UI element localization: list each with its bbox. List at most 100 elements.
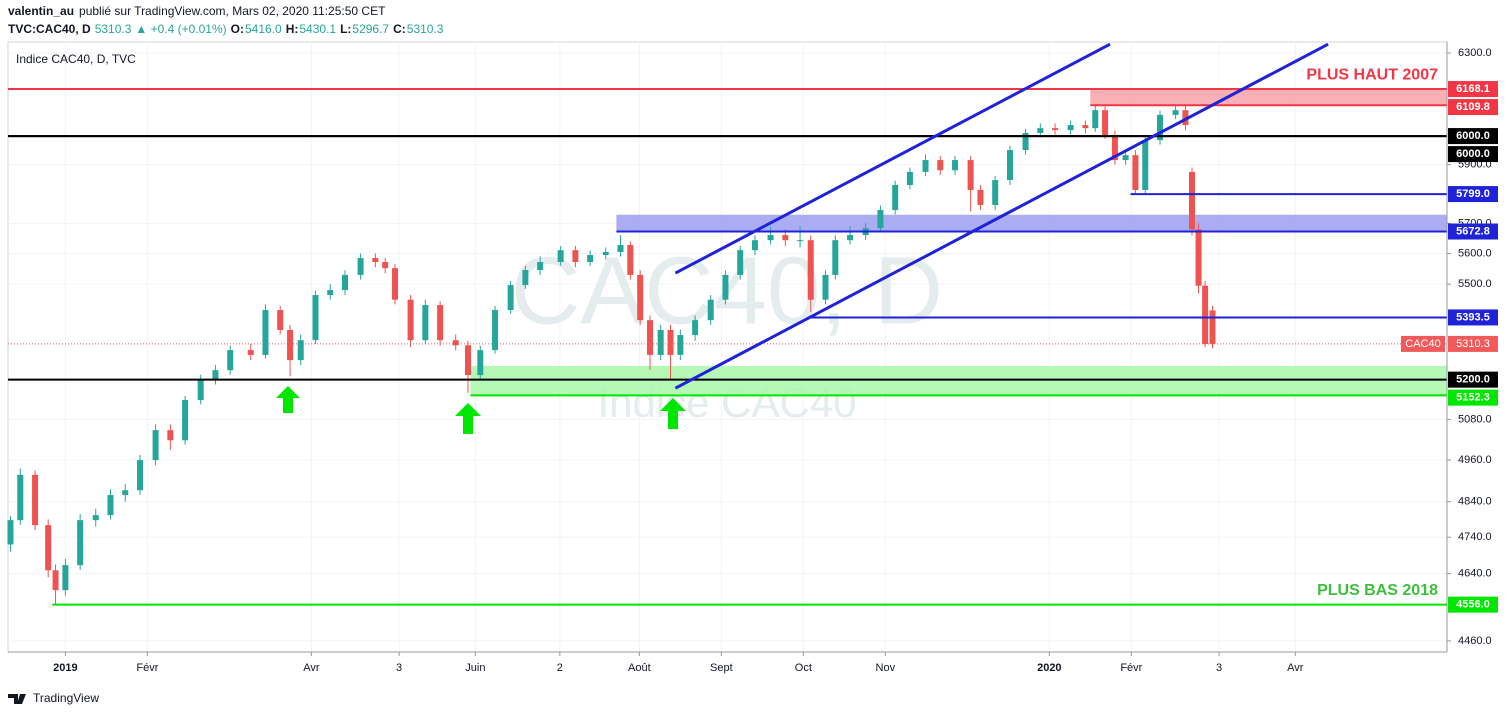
level-label-box xyxy=(1448,146,1498,163)
ohlc-value: 5296.7 xyxy=(352,22,389,36)
x-tick-label: Juin xyxy=(465,662,485,674)
candle-body xyxy=(1182,110,1189,126)
published: publié sur TradingView.com, Mars 02, 202… xyxy=(79,4,386,18)
candle-body xyxy=(1132,155,1139,190)
level-label: 4556.0 xyxy=(1456,599,1490,611)
last-value: 5310.3 xyxy=(1456,338,1490,350)
ohlc-value: 5430.1 xyxy=(299,22,336,36)
candle-body xyxy=(297,340,304,361)
arrow xyxy=(276,386,300,413)
candle-body xyxy=(1006,150,1013,181)
level-label-box xyxy=(1448,371,1498,388)
x-tick-label: Févr xyxy=(136,662,158,674)
candle-body xyxy=(922,160,929,172)
ohlc-key: L: xyxy=(340,22,351,36)
candle-body xyxy=(667,329,674,355)
level-label-box xyxy=(1448,223,1498,240)
level-label: 5799.0 xyxy=(1456,188,1490,200)
zone xyxy=(616,214,1447,232)
candle-body xyxy=(617,245,624,252)
candle-body xyxy=(327,290,334,296)
candle-body xyxy=(262,310,269,355)
arrow xyxy=(660,398,686,429)
level-label-box xyxy=(1448,81,1498,98)
level-label: 5200.0 xyxy=(1456,374,1490,386)
y-tick-label: 5500.0 xyxy=(1458,278,1492,290)
arrows xyxy=(276,386,686,434)
annotation: PLUS HAUT 2007 xyxy=(1306,66,1438,83)
candle-body xyxy=(197,379,204,401)
candle-body xyxy=(1052,128,1059,131)
candle-body xyxy=(247,350,254,355)
x-tick-label: Févr xyxy=(1120,662,1142,674)
arrow xyxy=(455,403,481,434)
candle-body xyxy=(657,329,664,355)
candle-body xyxy=(807,240,814,300)
candle-body xyxy=(602,251,609,256)
trendline xyxy=(674,42,1329,390)
footer-text: TradingView xyxy=(33,691,99,705)
trendline xyxy=(674,42,1111,275)
candle-body xyxy=(227,350,234,371)
change: ▲ +0.4 (+0.01%) xyxy=(135,22,226,36)
candle-body xyxy=(637,274,644,321)
level-label: 6000.0 xyxy=(1456,148,1490,160)
candle-body xyxy=(77,520,84,566)
candle-body xyxy=(557,250,564,263)
candle-body xyxy=(1082,125,1089,129)
candle-body xyxy=(832,240,839,275)
x-tick-label: 2019 xyxy=(53,662,77,674)
candle-body xyxy=(627,245,634,275)
symbol-line: TVC:CAC40, D 5310.3 ▲ +0.4 (+0.01%) O: 5416.… xyxy=(8,22,444,36)
symbol: TVC:CAC40, D xyxy=(8,22,91,36)
level-label: 5152.3 xyxy=(1456,392,1490,404)
last-name-box xyxy=(1401,335,1445,352)
candle-body xyxy=(477,350,484,376)
candle-body xyxy=(737,250,744,275)
candle-body xyxy=(62,565,69,591)
candle-body xyxy=(587,255,594,263)
level-label: 5672.8 xyxy=(1456,225,1490,237)
candle-body xyxy=(751,240,758,251)
ohlc-value: 5416.0 xyxy=(245,22,282,36)
candle-body xyxy=(407,299,414,341)
candle-body xyxy=(522,269,529,286)
x-tick-label: 3 xyxy=(1216,662,1222,674)
candle-body xyxy=(537,262,544,270)
candle-body xyxy=(1188,171,1195,230)
candle-body xyxy=(952,160,959,171)
candle-body xyxy=(572,250,579,263)
content xyxy=(7,42,1447,606)
last-value-box xyxy=(1448,335,1498,352)
y-tick-label: 5080.0 xyxy=(1458,413,1492,425)
candle-body xyxy=(822,274,829,300)
candle-body xyxy=(797,240,804,242)
grid xyxy=(8,42,1447,652)
candle-body xyxy=(167,430,174,441)
candle-body xyxy=(1157,114,1164,141)
candle-body xyxy=(312,295,319,341)
candle-body xyxy=(1202,285,1209,345)
y-tick-label: 5600.0 xyxy=(1458,247,1492,259)
candle-body xyxy=(212,370,219,380)
x-tick-label: Avr xyxy=(1287,662,1304,674)
candle-body xyxy=(137,460,144,491)
candle-body xyxy=(937,160,944,171)
candle-body xyxy=(17,474,24,521)
level-label-box xyxy=(1448,596,1498,613)
candle-body xyxy=(382,262,389,269)
candle-body xyxy=(767,235,774,241)
level-label-box xyxy=(1448,128,1498,145)
candle-body xyxy=(122,490,129,496)
candle-body xyxy=(392,268,399,300)
footer: TradingView xyxy=(8,691,99,705)
candle-body xyxy=(437,305,444,341)
candle-body xyxy=(107,495,114,516)
candle-body xyxy=(1209,310,1216,344)
ohlc-key: O: xyxy=(231,22,244,36)
level-label: 6109.8 xyxy=(1456,101,1490,113)
y-tick-label: 4840.0 xyxy=(1458,496,1492,508)
